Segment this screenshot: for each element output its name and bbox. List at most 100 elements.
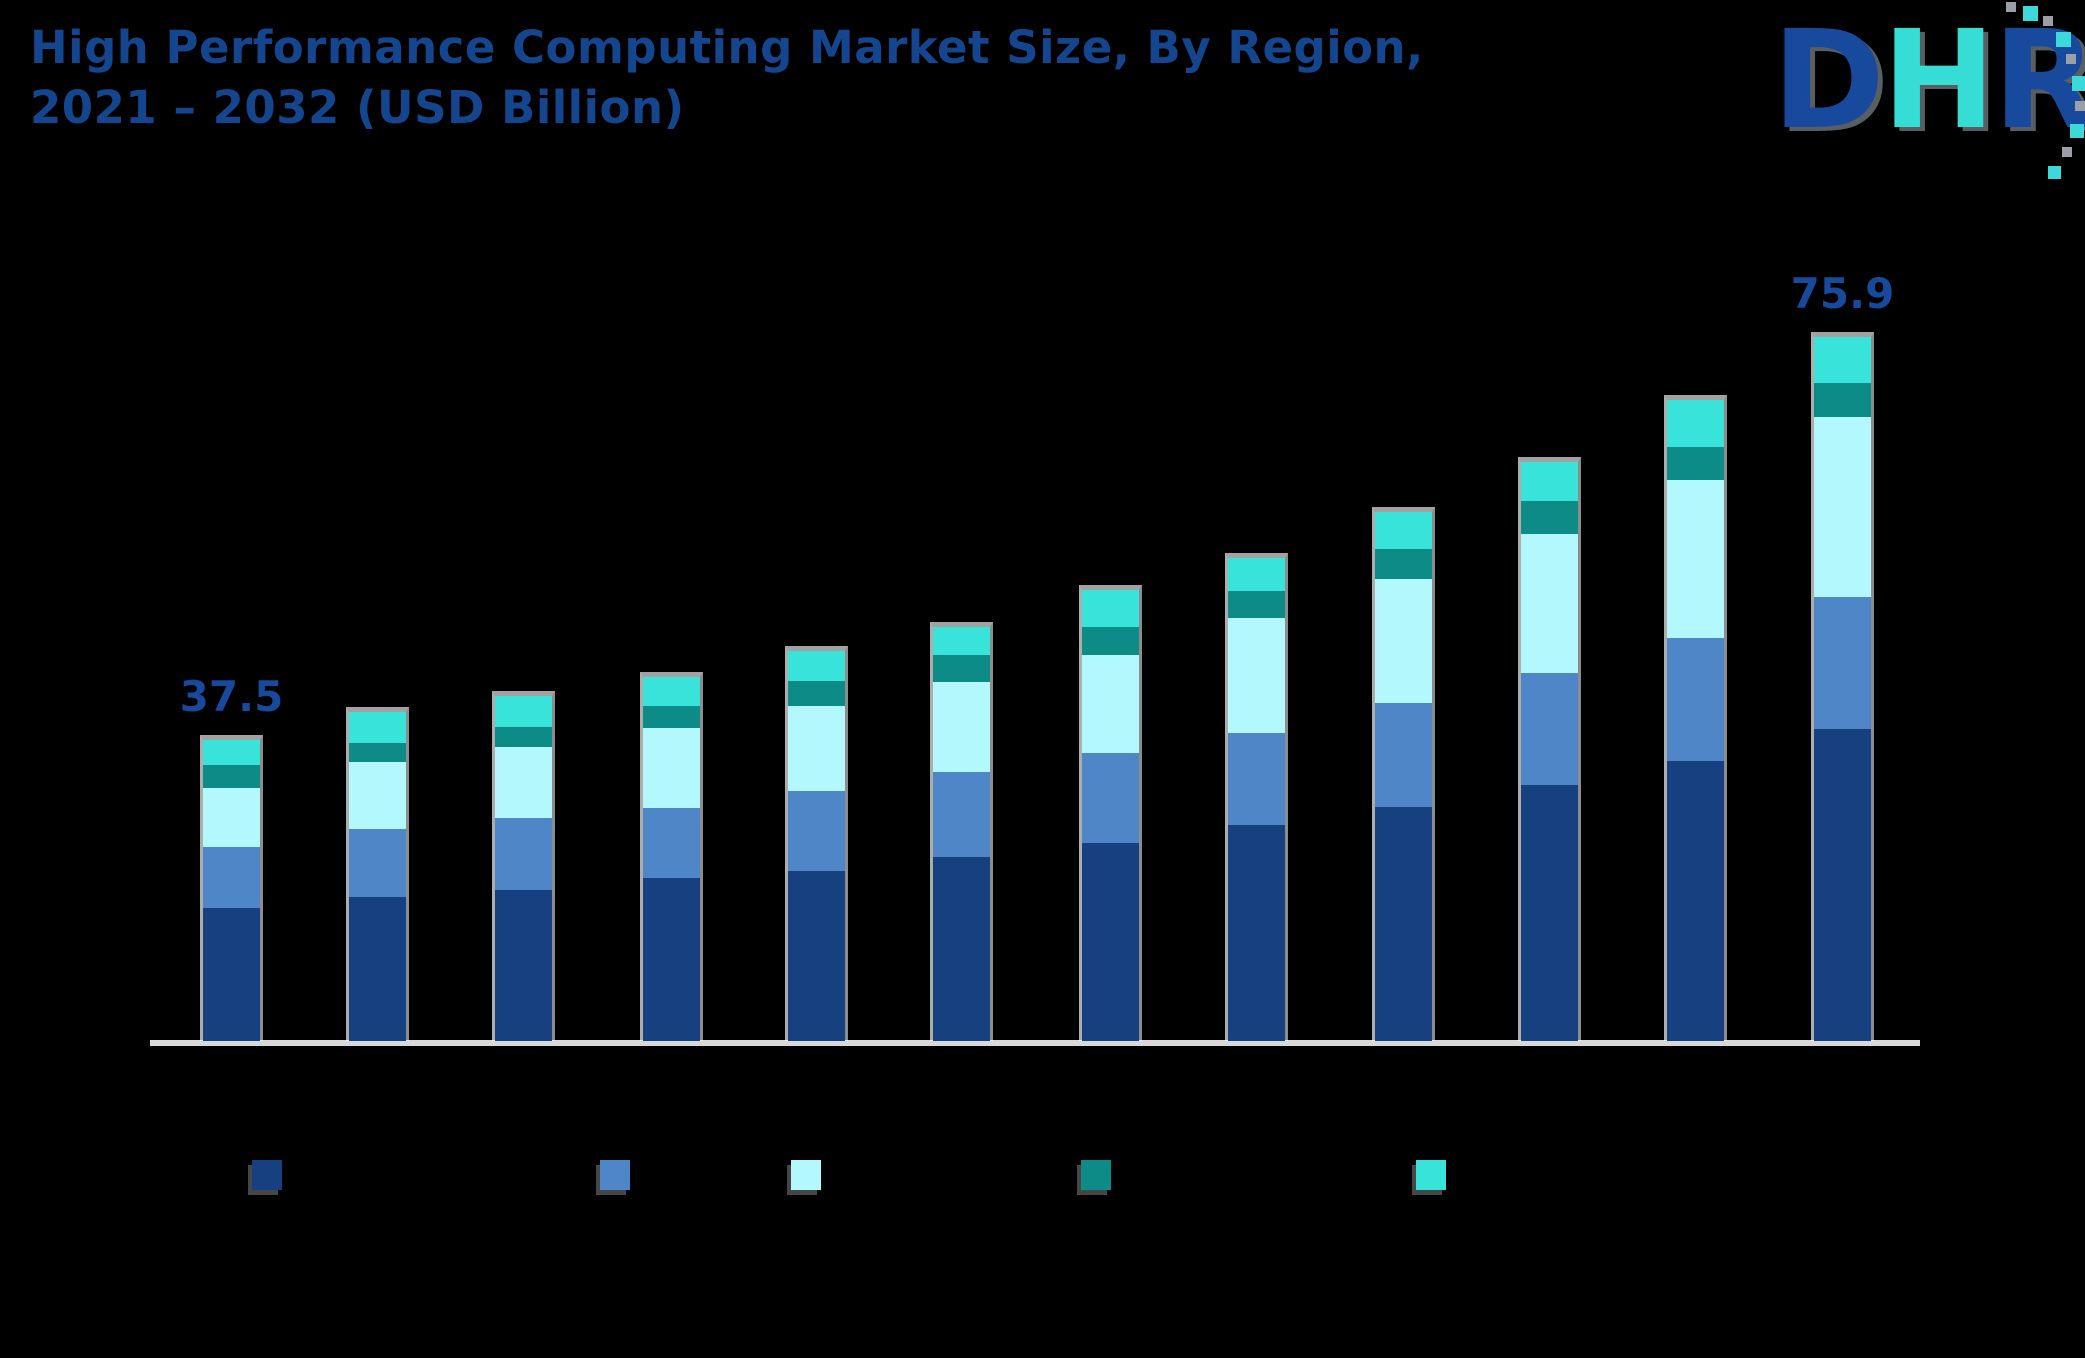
bar-2032-series-2-medium-blue: [1814, 597, 1871, 729]
logo-orbit-dot: [2072, 76, 2085, 91]
dhr-logo-letter-r: R: [1992, 2, 2085, 160]
chart-title-line2: 2021 – 2032 (USD Billion): [30, 81, 685, 134]
bar-2030-series-3-pale-cyan: [1521, 534, 1578, 673]
bar-2024-series-4-teal: [643, 706, 700, 728]
legend-marker-series-5-turquoise: [1416, 1160, 1446, 1190]
bar-2028-series-1-navy: [1228, 825, 1285, 1041]
bar-2021-series-3-pale-cyan: [203, 788, 260, 847]
bar-2024-series-3-pale-cyan: [643, 728, 700, 808]
logo-orbit-dot: [2066, 54, 2076, 64]
bar-2026-series-5-turquoise: [933, 627, 990, 655]
bar-2025-series-3-pale-cyan: [788, 706, 845, 791]
bar-2027-series-5-turquoise: [1082, 590, 1139, 627]
bar-2032-series-5-turquoise: [1814, 337, 1871, 383]
bar-2030-series-1-navy: [1521, 785, 1578, 1041]
bar-2032: [1811, 332, 1874, 1041]
dhr-logo-letters: DHR: [1772, 2, 2085, 160]
chart-title-line1: High Performance Computing Market Size, …: [30, 21, 1424, 74]
bar-2023-series-2-medium-blue: [495, 818, 552, 890]
bar-2032-series-4-teal: [1814, 383, 1871, 417]
bar-2029-series-5-turquoise: [1375, 512, 1432, 549]
value-label-2032: 75.9: [1790, 269, 1895, 318]
bar-2031-series-2-medium-blue: [1667, 638, 1724, 761]
bar-2024-series-1-navy: [643, 878, 700, 1041]
bar-2022: [346, 707, 409, 1041]
bar-2024: [640, 672, 703, 1041]
legend-marker-series-4-teal: [1081, 1160, 1111, 1190]
x-axis-line: [150, 1040, 1920, 1046]
chart-title: High Performance Computing Market Size, …: [30, 18, 1424, 138]
bar-2032-series-1-navy: [1814, 729, 1871, 1041]
bar-2026: [930, 622, 993, 1041]
bar-2021-series-4-teal: [203, 765, 260, 788]
bar-2022-series-4-teal: [349, 743, 406, 762]
logo-orbit-dot: [2075, 101, 2085, 111]
legend-marker-series-2-medium-blue: [600, 1160, 630, 1190]
dhr-logo: DHR: [1772, 2, 2085, 196]
bar-2027: [1079, 585, 1142, 1041]
bar-2023-series-1-navy: [495, 890, 552, 1041]
bar-2025-series-4-teal: [788, 681, 845, 706]
bar-2022-series-2-medium-blue: [349, 829, 406, 897]
bar-2031-series-4-teal: [1667, 447, 1724, 480]
bar-2021-series-1-navy: [203, 908, 260, 1041]
logo-orbit-dot: [2023, 6, 2038, 21]
bar-2029-series-3-pale-cyan: [1375, 579, 1432, 703]
bar-2027-series-3-pale-cyan: [1082, 655, 1139, 753]
bar-2021-series-5-turquoise: [203, 740, 260, 765]
bar-2029: [1372, 507, 1435, 1041]
bar-2031-series-3-pale-cyan: [1667, 480, 1724, 638]
bar-2028-series-5-turquoise: [1228, 558, 1285, 591]
logo-orbit-dot: [2056, 32, 2071, 47]
bar-2025: [785, 646, 848, 1041]
bar-2030-series-5-turquoise: [1521, 462, 1578, 501]
bar-2024-series-5-turquoise: [643, 677, 700, 706]
bar-2023-series-3-pale-cyan: [495, 747, 552, 818]
bar-2027-series-1-navy: [1082, 843, 1139, 1041]
bar-2022-series-5-turquoise: [349, 712, 406, 743]
bar-2029-series-4-teal: [1375, 549, 1432, 579]
bar-2030-series-4-teal: [1521, 501, 1578, 534]
bar-2026-series-3-pale-cyan: [933, 682, 990, 772]
legend-marker-series-1-navy: [252, 1160, 282, 1190]
bar-2025-series-1-navy: [788, 871, 845, 1041]
bar-2028-series-4-teal: [1228, 591, 1285, 618]
logo-orbit-dot: [2043, 16, 2053, 26]
bar-2027-series-2-medium-blue: [1082, 753, 1139, 843]
bar-2031: [1664, 395, 1727, 1041]
bar-2025-series-2-medium-blue: [788, 791, 845, 871]
bar-2031-series-1-navy: [1667, 761, 1724, 1041]
bar-2026-series-2-medium-blue: [933, 772, 990, 857]
bar-2030: [1518, 457, 1581, 1041]
bar-2028: [1225, 553, 1288, 1041]
bar-2029-series-2-medium-blue: [1375, 703, 1432, 807]
bar-2027-series-4-teal: [1082, 627, 1139, 655]
bar-2021: [200, 735, 263, 1041]
logo-orbit-dot: [2006, 2, 2016, 12]
bar-2030-series-2-medium-blue: [1521, 673, 1578, 785]
bar-2021-series-2-medium-blue: [203, 847, 260, 908]
bar-2026-series-4-teal: [933, 655, 990, 682]
logo-orbit-dot: [2070, 124, 2084, 138]
dhr-logo-letter-h: H: [1881, 2, 1996, 160]
logo-orbit-dot: [2048, 166, 2061, 179]
bar-2024-series-2-medium-blue: [643, 808, 700, 878]
bar-2029-series-1-navy: [1375, 807, 1432, 1041]
bar-2023-series-4-teal: [495, 727, 552, 747]
bar-2025-series-5-turquoise: [788, 651, 845, 681]
bar-2022-series-3-pale-cyan: [349, 762, 406, 829]
bar-2026-series-1-navy: [933, 857, 990, 1041]
logo-orbit-dot: [2062, 147, 2072, 157]
legend-marker-series-3-pale-cyan: [791, 1160, 821, 1190]
dhr-logo-letter-d: D: [1772, 2, 1885, 160]
bar-2031-series-5-turquoise: [1667, 400, 1724, 447]
bar-2028-series-3-pale-cyan: [1228, 618, 1285, 733]
bar-2023: [492, 691, 555, 1041]
bar-2032-series-3-pale-cyan: [1814, 417, 1871, 597]
value-label-2021: 37.5: [179, 672, 284, 721]
bar-2023-series-5-turquoise: [495, 696, 552, 727]
bar-2022-series-1-navy: [349, 897, 406, 1041]
bar-2028-series-2-medium-blue: [1228, 733, 1285, 825]
